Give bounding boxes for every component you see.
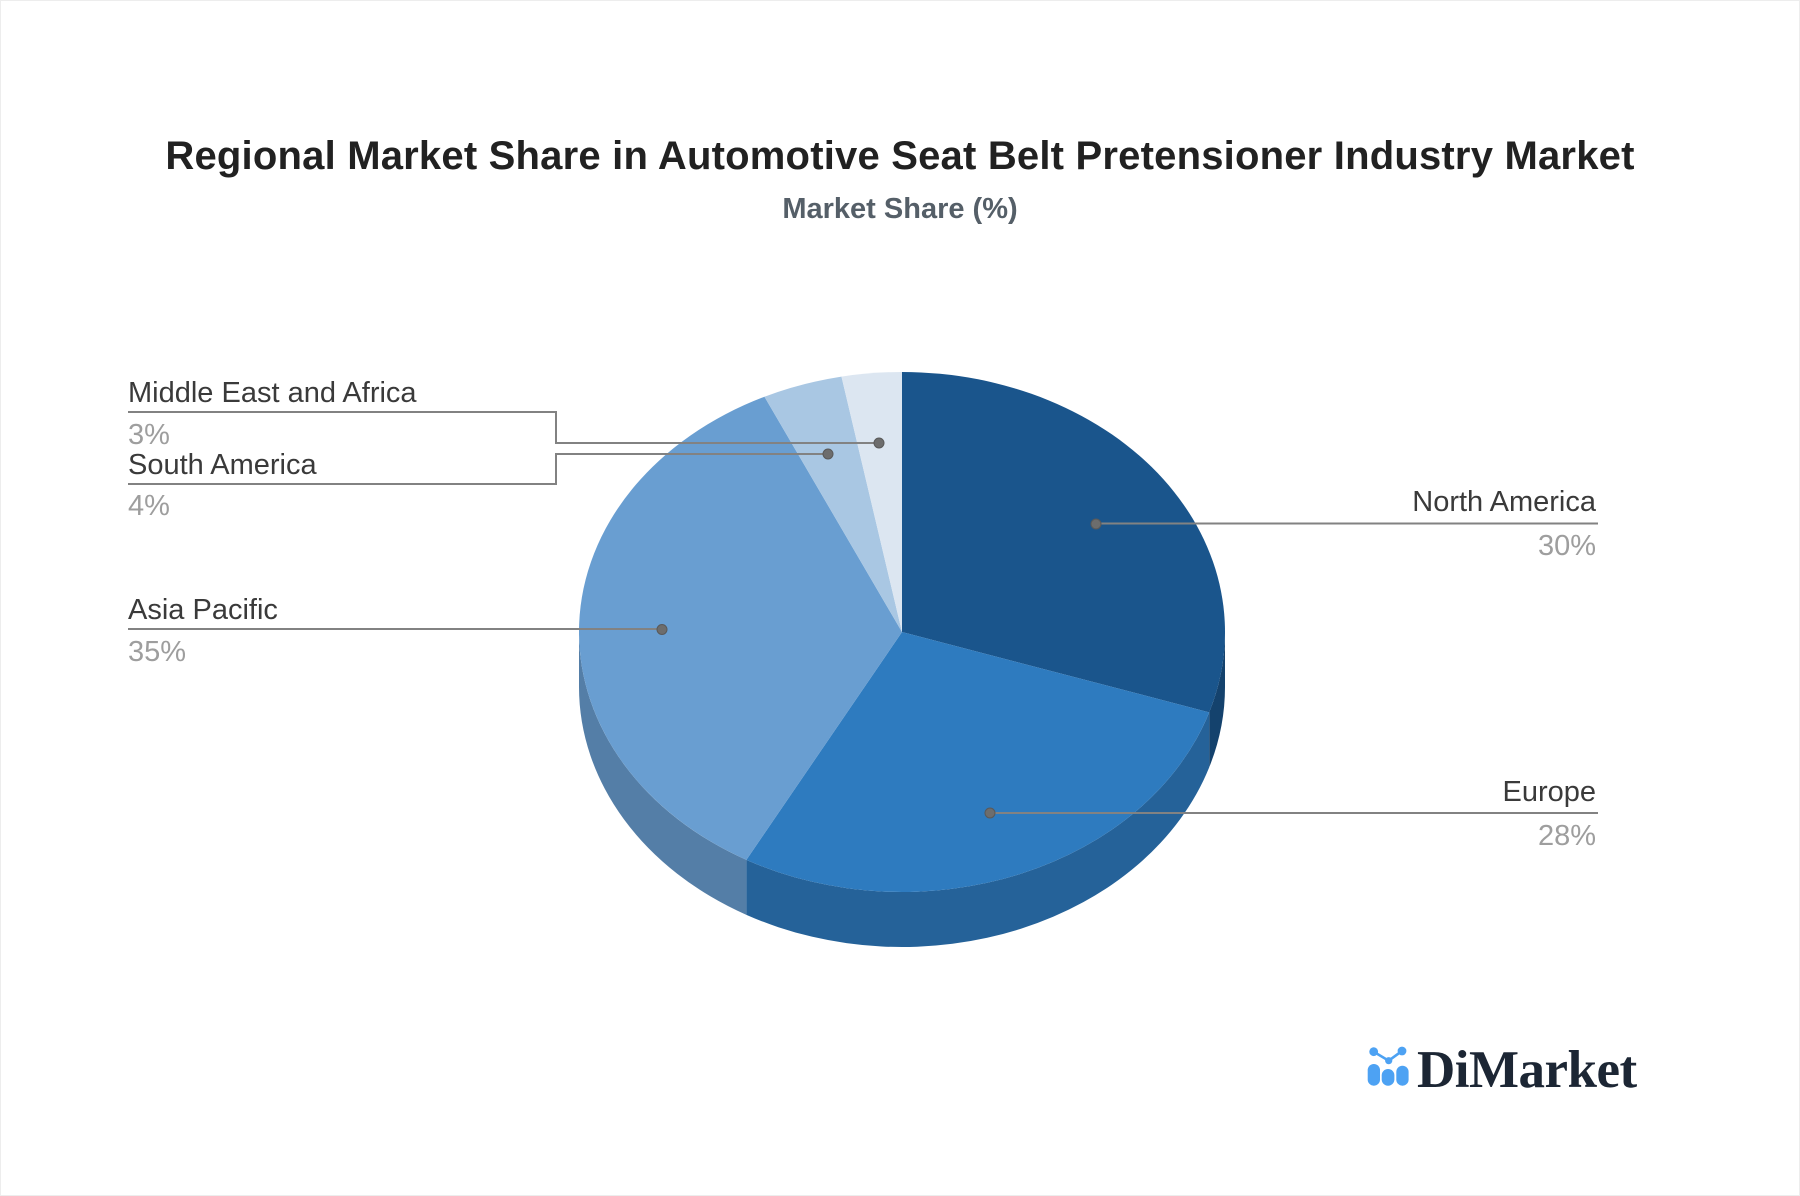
callout-label-europe: Europe — [1502, 776, 1596, 808]
pie-slice-side-europe — [746, 712, 1210, 947]
callout-label-north-america: North America — [1412, 486, 1596, 518]
logo-bar-chart-icon — [1367, 1046, 1409, 1086]
callout-value-north-america: 30% — [1537, 530, 1596, 562]
pie-slice-side-asia-pacific — [579, 632, 747, 915]
callout-dot-europe — [984, 807, 996, 819]
chart-subtitle: Market Share (%) — [782, 193, 1018, 225]
callout-label-south-america: South America — [128, 449, 317, 481]
pie-slice-europe[interactable] — [746, 632, 1210, 892]
pie-slice-north-america[interactable] — [902, 372, 1225, 713]
pie-slice-south-america[interactable] — [764, 376, 902, 632]
callout-label-middle-east-africa: Middle East and Africa — [128, 377, 417, 409]
callout-value-south-america: 4% — [128, 490, 170, 522]
callout-value-middle-east-africa: 3% — [128, 419, 170, 451]
callout-dot-middle-east-and-africa — [873, 437, 885, 449]
callout-label-asia-pacific: Asia Pacific — [128, 594, 278, 626]
callout-value-europe: 28% — [1537, 820, 1596, 852]
callout-dot-north-america — [1090, 518, 1102, 530]
pie-slice-asia-pacific[interactable] — [579, 396, 902, 860]
callout-line-middle-east-and-africa — [128, 411, 874, 444]
pie-slice-side-north-america — [1209, 632, 1225, 768]
logo-text: DiMarket — [1417, 1041, 1637, 1099]
callout-dot-south-america — [822, 448, 834, 460]
callout-dot-asia-pacific — [656, 624, 668, 635]
chart-title: Regional Market Share in Automotive Seat… — [165, 134, 1635, 178]
pie-slice-middle-east-and-africa[interactable] — [841, 372, 902, 632]
callout-value-asia-pacific: 35% — [128, 636, 187, 668]
callout-line-south-america — [128, 453, 823, 485]
brand-logo: DiMarket — [1361, 1039, 1637, 1099]
